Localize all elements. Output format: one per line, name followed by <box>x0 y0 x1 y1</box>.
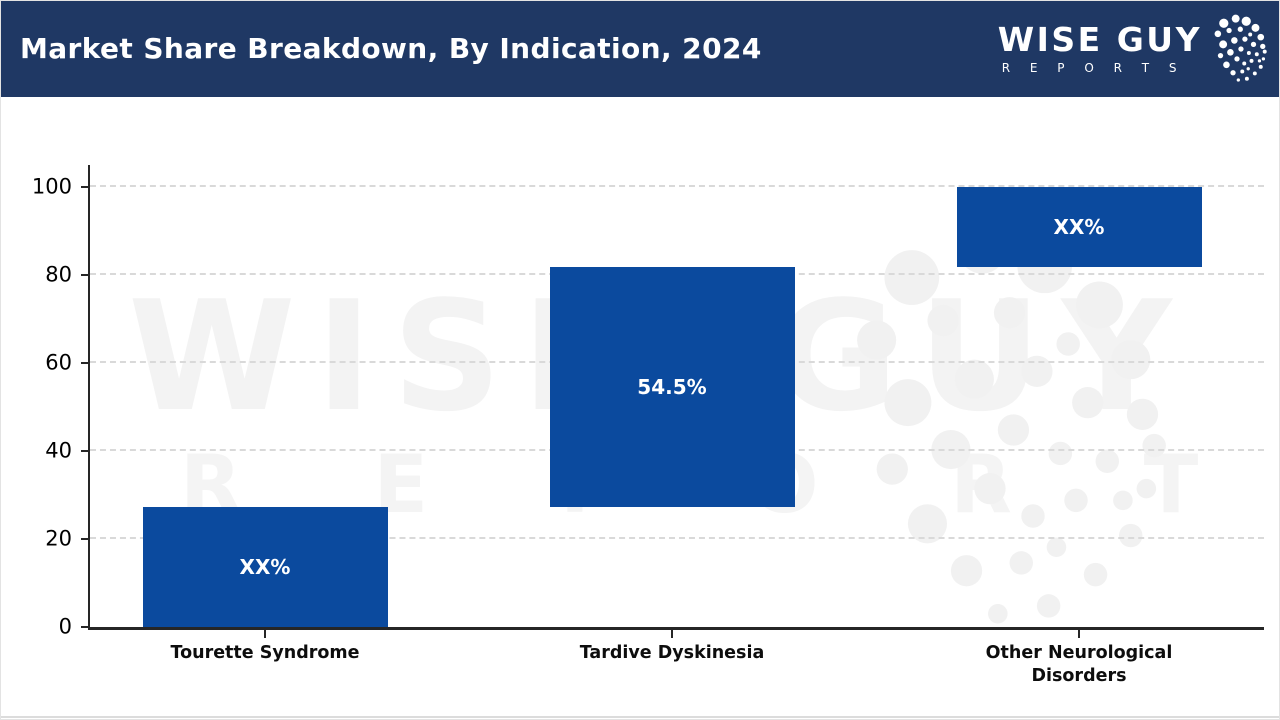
x-tick-mark <box>1078 630 1080 638</box>
y-tick-label: 80 <box>45 262 72 287</box>
gridline <box>90 185 1264 187</box>
bar-value-label: XX% <box>1053 215 1105 240</box>
y-tick-mark <box>81 538 90 540</box>
plot-area: 0 20 40 60 80 100 XX% Tourette Syndrome 54.5% Tar… <box>32 165 1264 686</box>
y-tick-label: 0 <box>58 614 72 639</box>
y-tick-label: 20 <box>45 526 72 551</box>
x-category-label: Tardive Dyskinesia <box>579 643 765 663</box>
x-tick-mark <box>264 630 266 638</box>
y-tick-label: 40 <box>45 438 72 463</box>
x-category-label: Other Neurological Disorders <box>985 643 1173 686</box>
logo-subtitle: R E P O R T S <box>1001 61 1185 75</box>
gridline <box>90 537 1264 539</box>
y-tick-mark <box>81 626 90 628</box>
bar-value-label: 54.5% <box>637 374 707 399</box>
y-tick-label: 60 <box>45 350 72 375</box>
bar-segment: XX% <box>956 187 1202 268</box>
y-tick-mark <box>81 274 90 276</box>
logo-text: WISE GUY R E P O R T S <box>998 23 1202 75</box>
footer-divider <box>0 716 1280 718</box>
header: Market Share Breakdown, By Indication, 2… <box>0 0 1280 97</box>
y-tick-label: 100 <box>31 174 72 199</box>
x-category-label: Tourette Syndrome <box>170 643 360 663</box>
wiseguy-logo: WISE GUY R E P O R T S <box>998 6 1270 92</box>
bar-segment: XX% <box>142 506 388 627</box>
logo-face-icon <box>1214 14 1267 82</box>
y-tick-mark <box>81 450 90 452</box>
x-tick-mark <box>671 630 673 638</box>
bar-segment: 54.5% <box>549 267 795 507</box>
logo-wordmark: WISE GUY <box>997 20 1202 59</box>
y-tick-mark <box>81 362 90 364</box>
bar-value-label: XX% <box>239 554 291 579</box>
y-tick-mark <box>81 186 90 188</box>
chart-title: Market Share Breakdown, By Indication, 2… <box>20 32 762 65</box>
